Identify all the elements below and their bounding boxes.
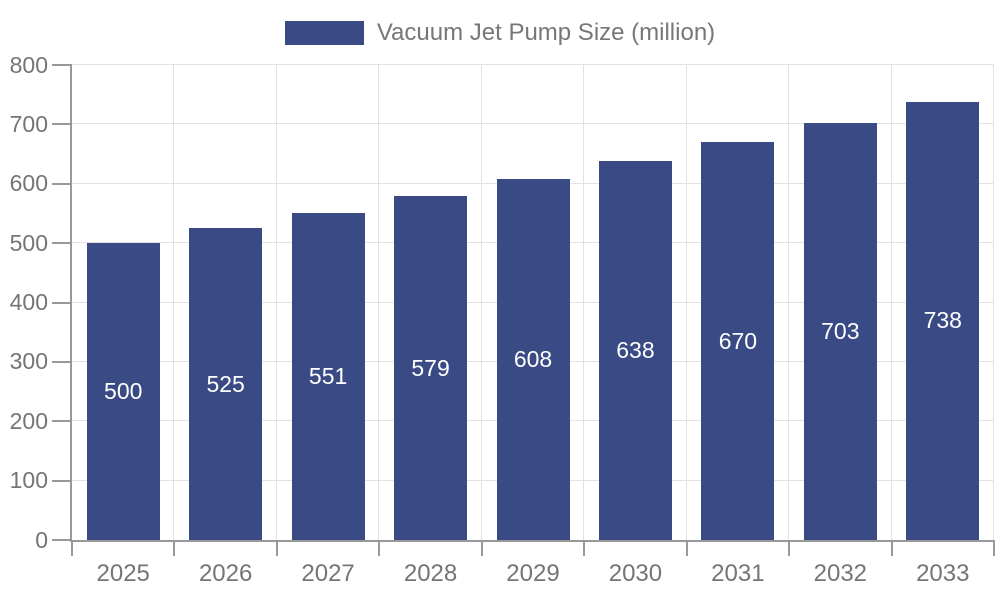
- y-axis-tick: [52, 242, 72, 245]
- y-axis-tick-label: 800: [9, 51, 48, 78]
- y-axis-tick-label: 400: [9, 289, 48, 315]
- y-axis-tick-label: 100: [9, 467, 48, 494]
- x-gridline: [993, 65, 994, 540]
- bar-value-label: 500: [104, 378, 143, 405]
- x-axis-line: [70, 540, 994, 542]
- y-axis-tick: [52, 64, 72, 66]
- x-axis-tick-label: 2026: [198, 560, 253, 587]
- x-axis-tick: [685, 540, 688, 556]
- y-axis-tick-label: 500: [9, 229, 48, 256]
- bar-value-label: 638: [616, 337, 655, 364]
- x-axis-tick: [378, 540, 381, 556]
- x-axis-tick: [890, 540, 893, 556]
- y-axis-tick-label: 700: [9, 110, 48, 137]
- x-gridline: [173, 65, 175, 540]
- bar-value-label: 670: [718, 327, 758, 354]
- x-axis-tick: [993, 540, 995, 556]
- bar-2032: 703: [803, 122, 877, 540]
- x-axis-tick: [788, 540, 791, 556]
- x-axis-tick-label: 2029: [506, 560, 560, 587]
- y-axis-tick: [52, 479, 72, 482]
- y-axis-tick-label: 200: [9, 407, 48, 434]
- x-axis-tick: [71, 540, 73, 556]
- x-axis-tick-label: 2028: [403, 560, 458, 587]
- x-gridline: [685, 65, 687, 540]
- y-axis-tick: [52, 539, 72, 541]
- bar-2031: 670: [701, 142, 775, 540]
- bar-2033: 738: [906, 101, 980, 540]
- x-axis-tick: [275, 540, 278, 556]
- x-gridline: [788, 65, 790, 540]
- y-axis-tick: [52, 123, 72, 126]
- y-gridline: [72, 64, 994, 65]
- y-axis-tick: [52, 360, 72, 363]
- bar-value-label: 608: [513, 346, 553, 372]
- x-axis-tick-label: 2030: [608, 560, 663, 587]
- bar-2030: 638: [598, 161, 672, 540]
- x-gridline: [275, 65, 277, 540]
- legend-label: Vacuum Jet Pump Size (million): [376, 19, 716, 46]
- x-axis-tick-label: 2033: [916, 560, 970, 587]
- bar-2029: 608: [496, 179, 570, 540]
- y-axis-line: [70, 65, 72, 540]
- y-axis-tick: [52, 301, 72, 304]
- legend-swatch: [284, 21, 364, 45]
- y-gridline: [72, 123, 994, 125]
- bar-value-label: 738: [923, 307, 962, 334]
- x-axis-tick: [480, 540, 483, 556]
- x-axis-tick-label: 2031: [711, 560, 765, 587]
- x-gridline: [890, 65, 892, 540]
- x-axis-tick: [173, 540, 176, 556]
- bar-2026: 525: [189, 228, 263, 540]
- y-axis-tick: [52, 182, 72, 185]
- bar-value-label: 579: [411, 354, 450, 381]
- x-gridline: [378, 65, 380, 540]
- x-axis-tick-label: 2032: [813, 560, 868, 587]
- legend-item[interactable]: Vacuum Jet Pump Size (million): [0, 18, 1000, 48]
- y-axis-tick-label: 0: [35, 526, 48, 553]
- y-axis-tick: [52, 420, 72, 423]
- x-gridline: [583, 65, 585, 540]
- bar-2028: 579: [394, 196, 468, 540]
- bar-value-label: 525: [206, 370, 245, 397]
- bar-value-label: 703: [821, 317, 860, 344]
- y-axis-tick-label: 600: [9, 170, 48, 197]
- x-gridline: [480, 65, 482, 540]
- bar-2027: 551: [291, 212, 365, 540]
- y-axis-tick-label: 300: [9, 348, 48, 375]
- x-axis-tick-label: 2025: [96, 560, 150, 587]
- bar-2025: 500: [86, 243, 160, 540]
- x-axis-tick-label: 2027: [301, 560, 355, 587]
- x-axis-tick: [583, 540, 586, 556]
- bar-value-label: 551: [308, 362, 348, 389]
